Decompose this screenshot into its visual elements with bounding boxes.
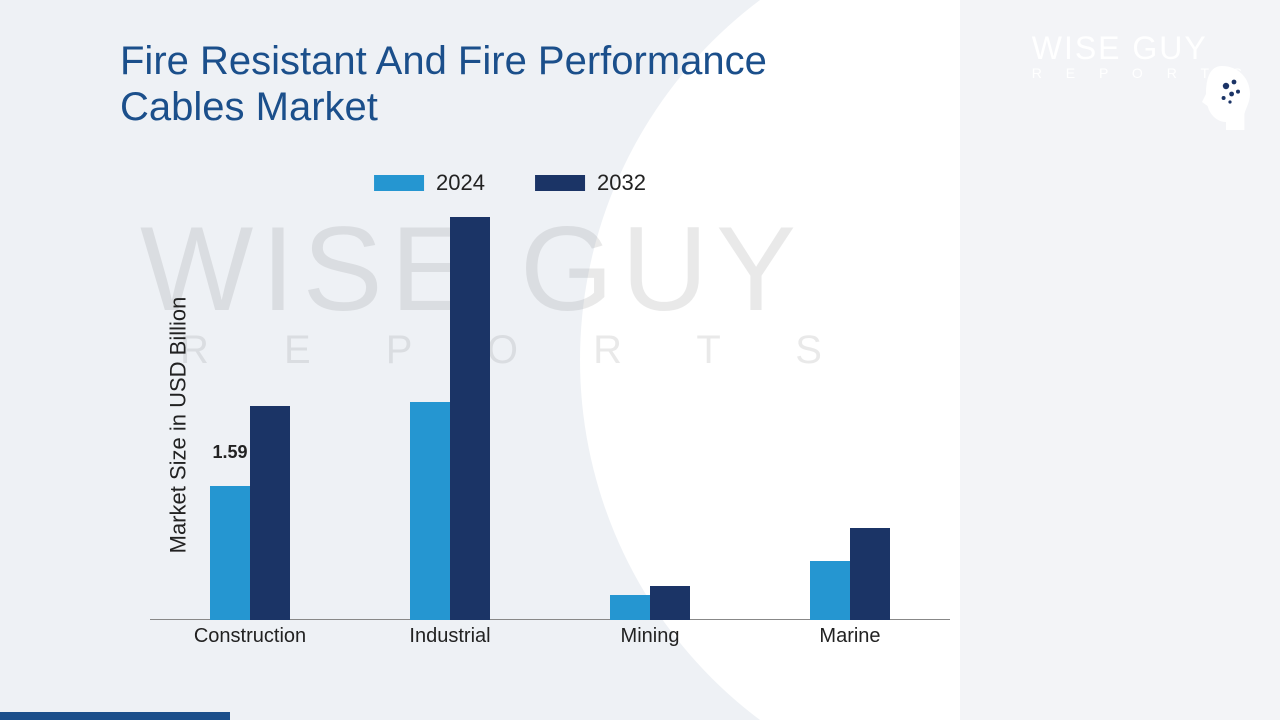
bar bbox=[450, 217, 490, 620]
bottom-accent-bar bbox=[0, 712, 230, 720]
bar bbox=[210, 486, 250, 620]
legend: 2024 2032 bbox=[374, 170, 646, 196]
bar-chart: Market Size in USD Billion 20242032 1.59… bbox=[60, 170, 960, 680]
bar bbox=[850, 528, 890, 620]
bar bbox=[250, 406, 290, 620]
legend-swatch bbox=[535, 175, 585, 191]
bar bbox=[810, 561, 850, 620]
x-tick-label: Marine bbox=[780, 625, 920, 647]
bar-value-label: 1.59 bbox=[212, 442, 247, 463]
x-tick-label: Mining bbox=[580, 625, 720, 647]
chart-title: Fire Resistant And Fire Performance Cabl… bbox=[120, 38, 860, 130]
bar bbox=[610, 595, 650, 620]
head-icon bbox=[1182, 58, 1262, 138]
x-axis-labels: Construction Industrial Mining Marine bbox=[150, 625, 950, 675]
legend-label: 2032 bbox=[597, 170, 646, 196]
x-tick-label: Construction bbox=[180, 625, 320, 647]
legend-label: 2024 bbox=[436, 170, 485, 196]
legend-swatch bbox=[374, 175, 424, 191]
legend-item: 2024 bbox=[374, 170, 485, 196]
bar bbox=[410, 402, 450, 620]
brand-logo: WISE GUY R E P O R T S bbox=[1032, 30, 1252, 81]
plot-area: 1.59 bbox=[150, 200, 950, 620]
bar bbox=[650, 586, 690, 620]
page-root: WISE GUY R E P O R T S Fire Resistant An… bbox=[0, 0, 1280, 720]
legend-item: 2032 bbox=[535, 170, 646, 196]
x-tick-label: Industrial bbox=[380, 625, 520, 647]
